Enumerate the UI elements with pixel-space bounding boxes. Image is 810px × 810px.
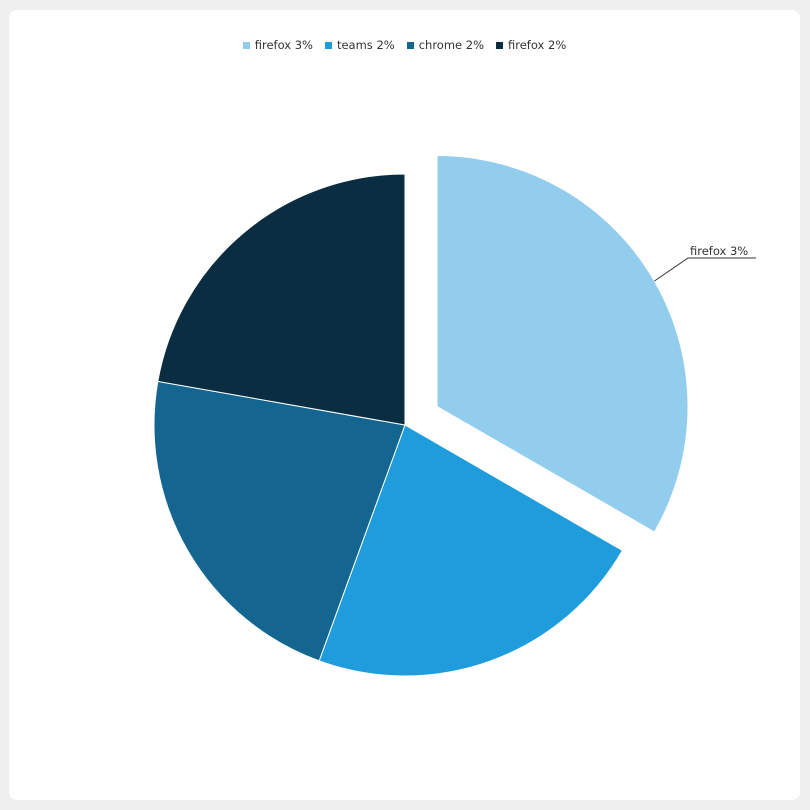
legend-item-firefox-0[interactable]: firefox 3% — [242, 38, 313, 52]
legend-swatch-icon — [242, 41, 250, 49]
pie-slice-teams-1[interactable] — [318, 424, 623, 677]
legend-label: chrome 2% — [418, 38, 485, 52]
callout-label: firefox 3% — [690, 244, 749, 258]
legend-item-teams-1[interactable]: teams 2% — [324, 38, 395, 52]
pie-slice-firefox-3[interactable] — [157, 173, 406, 426]
legend-label: firefox 2% — [508, 38, 567, 52]
chart-legend: firefox 3% teams 2% chrome 2% firefox 2% — [9, 38, 800, 52]
callout-leader-line — [654, 257, 756, 282]
legend-swatch-icon — [496, 41, 504, 49]
legend-swatch-icon — [406, 41, 414, 49]
legend-label: firefox 3% — [254, 38, 313, 52]
legend-item-chrome-2[interactable]: chrome 2% — [406, 38, 485, 52]
legend-label: teams 2% — [336, 38, 395, 52]
legend-item-firefox-3[interactable]: firefox 2% — [496, 38, 566, 52]
pie-slice-chrome-2[interactable] — [153, 380, 406, 662]
legend-swatch-icon — [324, 41, 332, 49]
